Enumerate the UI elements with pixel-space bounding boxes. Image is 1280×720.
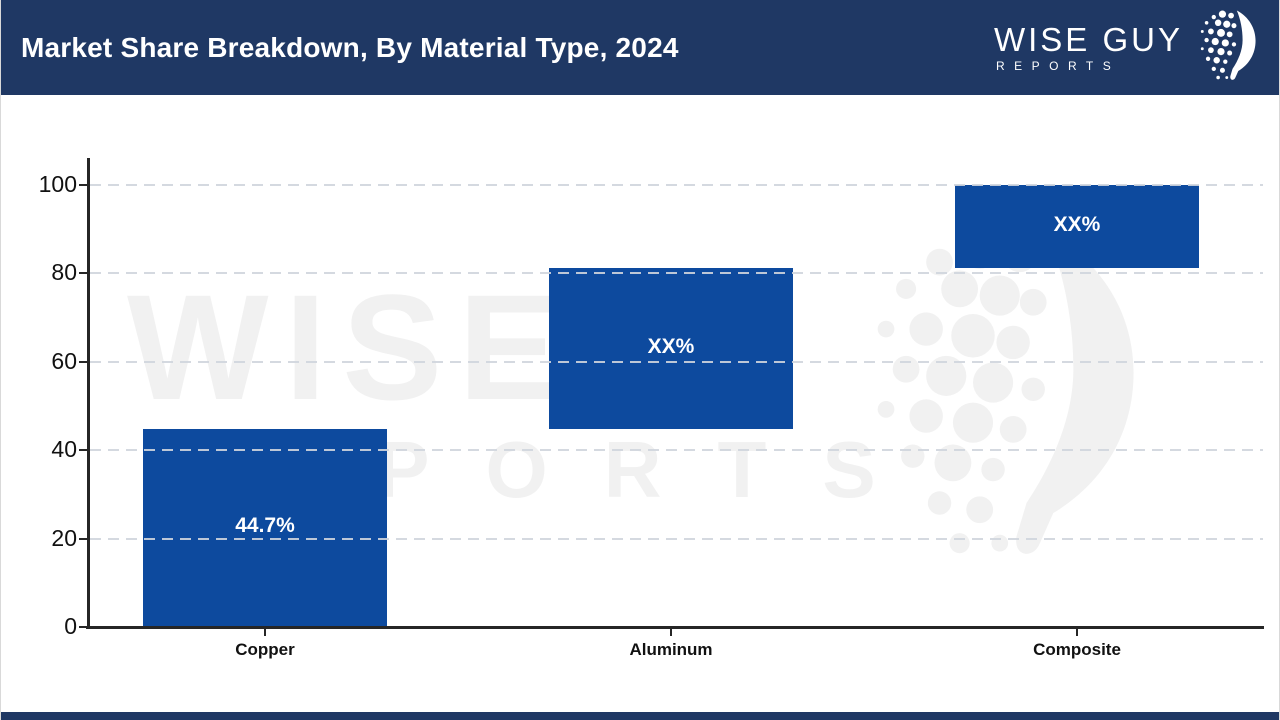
logo-wordmark: WISE GUY: [993, 21, 1183, 58]
y-tick-label-20: 20: [51, 524, 77, 551]
header-bar: Market Share Breakdown, By Material Type…: [1, 0, 1279, 95]
y-tick-0: [79, 626, 87, 628]
bar-value-label-aluminum: XX%: [647, 334, 695, 358]
logo-subtitle: REPORTS: [995, 59, 1121, 73]
y-tick-label-100: 100: [38, 171, 77, 197]
logo-text: WISE GUY REPORTS: [994, 23, 1183, 72]
page-title: Market Share Breakdown, By Material Type…: [21, 31, 679, 63]
bar-value-label-composite: XX%: [1053, 212, 1101, 236]
bar-copper: [143, 429, 387, 627]
gridline-100: [90, 184, 1263, 186]
dotted-head-icon: [1200, 10, 1256, 80]
y-tick-label-80: 80: [51, 259, 77, 286]
bar-composite: [955, 185, 1199, 269]
x-category-label-composite: Composite: [1033, 640, 1121, 659]
y-axis-line: [87, 158, 90, 629]
y-tick-20: [79, 537, 87, 540]
y-tick-60: [79, 360, 87, 363]
x-category-label-copper: Copper: [235, 640, 295, 659]
gridline-60: [90, 360, 1263, 363]
gridline-80: [90, 272, 1263, 275]
y-tick-40: [79, 449, 87, 452]
x-tick-aluminum: [670, 628, 672, 636]
watermark-wise-text: WISE: [127, 263, 575, 431]
x-axis-line: [86, 626, 1264, 629]
y-tick-80: [79, 272, 87, 275]
x-tick-copper: [264, 628, 266, 636]
y-tick-100: [79, 184, 87, 186]
gridline-20: [90, 537, 1263, 540]
x-category-label-aluminum: Aluminum: [629, 640, 713, 659]
y-tick-label-40: 40: [51, 436, 77, 463]
gridline-40: [90, 449, 1263, 452]
x-tick-composite: [1076, 628, 1078, 636]
y-tick-label-60: 60: [51, 347, 77, 374]
watermark-head-icon: [877, 228, 1134, 554]
y-tick-label-0: 0: [64, 613, 77, 639]
bar-aluminum: [549, 268, 793, 430]
bar-value-label-copper: 44.7%: [235, 514, 295, 538]
footer-bar: [1, 712, 1279, 720]
wiseguy-logo: WISE GUY REPORTS: [994, 7, 1257, 89]
